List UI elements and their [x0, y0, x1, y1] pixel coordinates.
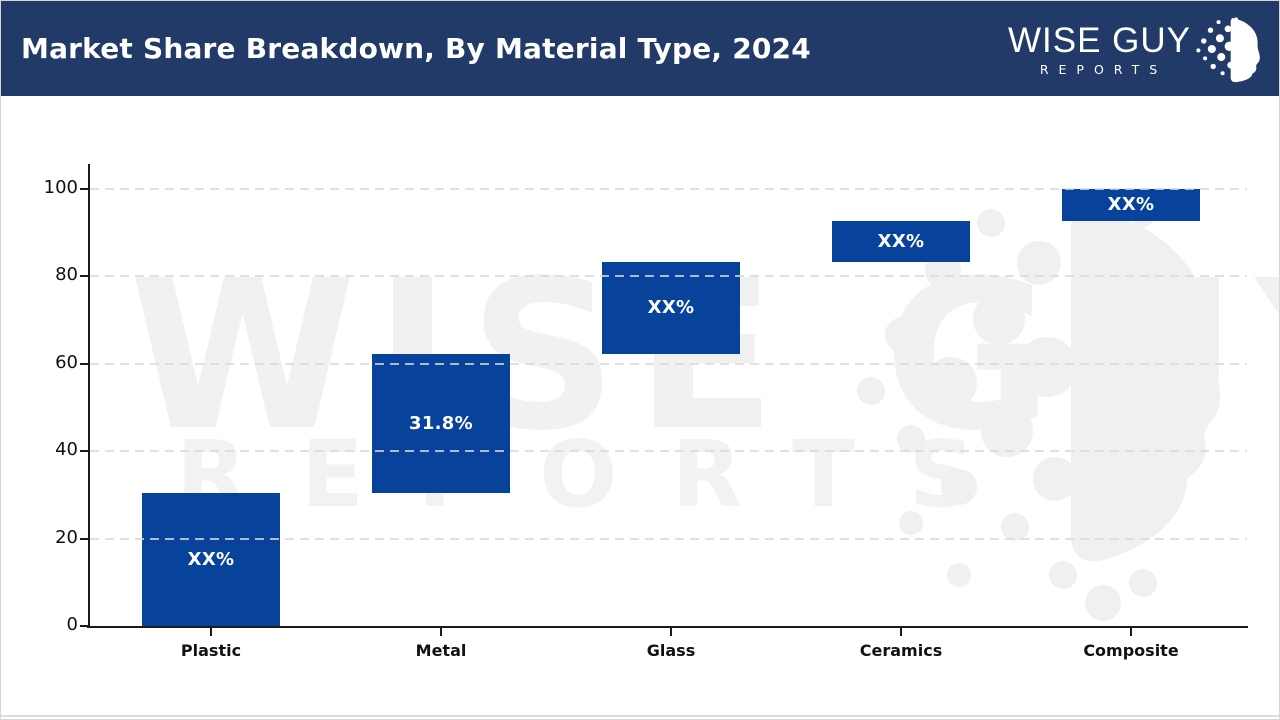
bar-value-label-composite: XX%	[1107, 194, 1155, 216]
y-axis-tick-40	[80, 450, 88, 452]
x-tick-label-glass: Glass	[646, 641, 696, 660]
x-tick-label-ceramics: Ceramics	[859, 641, 943, 660]
x-axis-tick-plastic	[210, 628, 212, 636]
gridline-60	[90, 362, 1247, 365]
watermark-head-icon	[857, 193, 1221, 621]
bar-metal: 31.8%	[372, 353, 510, 493]
y-axis-tick-20	[80, 537, 88, 540]
bar-plastic: XX%	[142, 493, 280, 626]
x-tick-label-metal: Metal	[415, 641, 467, 660]
header-bar: Market Share Breakdown, By Material Type…	[1, 1, 1279, 96]
x-axis-tick-ceramics	[900, 628, 902, 636]
watermark-subtitle: REPORTS	[176, 421, 1030, 528]
logo-wordmark: WISE GUY REPORTS	[1008, 21, 1191, 77]
y-tick-label-20: 20	[55, 526, 78, 548]
y-axis-tick-80	[80, 275, 88, 277]
x-axis-line	[87, 626, 1248, 628]
y-tick-label-40: 40	[55, 439, 78, 460]
bar-composite: XX%	[1062, 188, 1200, 221]
bar-value-label-ceramics: XX%	[877, 230, 925, 252]
gridline-80	[90, 275, 1247, 277]
y-tick-label-0: 0	[66, 614, 78, 635]
gridline-20	[90, 537, 1247, 540]
y-axis-tick-100	[80, 187, 88, 190]
gridline-40	[90, 450, 1247, 452]
y-tick-label-80: 80	[55, 264, 78, 285]
logo-head-icon	[1196, 16, 1260, 82]
x-axis-tick-metal	[440, 628, 442, 636]
bar-glass: XX%	[602, 262, 740, 354]
wise-guy-logo: WISE GUY REPORTS	[1008, 12, 1267, 86]
y-axis-line	[88, 164, 90, 628]
x-axis-tick-composite	[1130, 628, 1132, 636]
footer-divider	[1, 715, 1279, 717]
bar-value-label-plastic: XX%	[187, 549, 235, 570]
y-tick-label-100: 100	[43, 176, 78, 198]
x-axis-tick-glass	[670, 628, 672, 636]
logo-wordmark-line1: WISE GUY	[1007, 20, 1191, 60]
y-tick-label-60: 60	[55, 351, 78, 373]
x-tick-label-composite: Composite	[1083, 641, 1179, 660]
page-title: Market Share Breakdown, By Material Type…	[21, 32, 811, 65]
y-axis-tick-60	[80, 362, 88, 365]
y-axis-tick-0	[80, 625, 88, 627]
gridline-100	[90, 187, 1247, 190]
bar-value-label-metal: 31.8%	[409, 412, 473, 434]
x-tick-label-plastic: Plastic	[180, 641, 242, 660]
bar-value-label-glass: XX%	[647, 297, 695, 319]
logo-wordmark-line2: REPORTS	[1039, 61, 1168, 77]
bar-ceramics: XX%	[832, 220, 970, 262]
